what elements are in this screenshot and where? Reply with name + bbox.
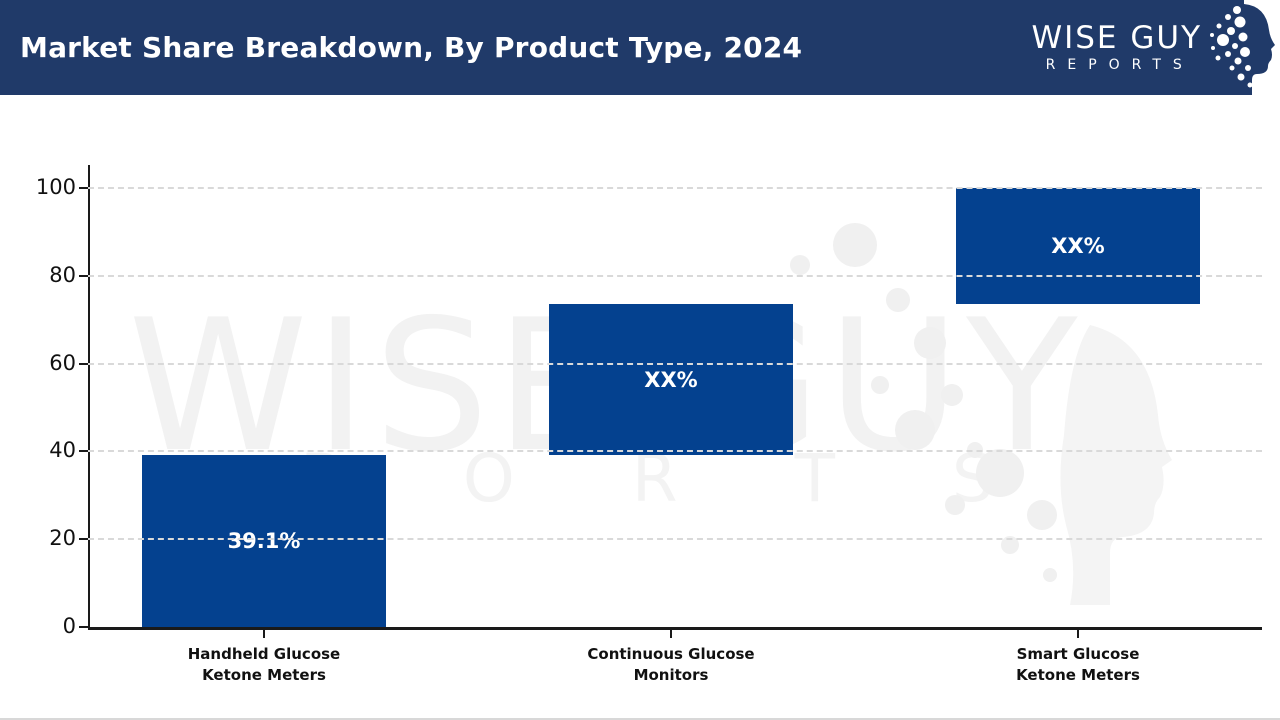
logo-face-icon	[1210, 0, 1280, 95]
category-label-2: Continuous Glucose Monitors	[587, 645, 755, 684]
xtick-mark-1	[263, 630, 265, 638]
ytick-mark-0	[79, 626, 88, 628]
logo-wordmark-line1: WISE GUY	[1031, 20, 1202, 56]
ytick-mark-20	[79, 538, 88, 541]
category-label-3: Smart Glucose Ketone Meters	[1016, 645, 1140, 684]
gridline-40	[88, 450, 1262, 453]
ytick-label-40: 40	[49, 438, 76, 463]
ytick-label-20: 20	[49, 526, 76, 551]
bar-segment-3: XX%	[956, 188, 1200, 305]
y-axis-line	[88, 165, 90, 629]
header-bar: Market Share Breakdown, By Product Type,…	[0, 0, 1280, 95]
bar-value-label: 39.1%	[227, 529, 301, 554]
logo-wordmark-line2: REPORTS	[1045, 57, 1194, 73]
ytick-mark-80	[79, 274, 88, 277]
xtick-mark-3	[1077, 630, 1079, 638]
bar-value-label: XX%	[1051, 234, 1105, 259]
ytick-label-0: 0	[62, 614, 76, 638]
logo-wordmark: WISE GUY REPORTS	[1031, 22, 1202, 73]
gridline-60	[88, 362, 1262, 365]
gridline-80	[88, 274, 1262, 277]
page-title: Market Share Breakdown, By Product Type,…	[20, 31, 803, 64]
ytick-mark-100	[79, 187, 88, 189]
bar-value-label: XX%	[644, 367, 698, 392]
watermark-dots	[790, 223, 1172, 605]
bar-segment-2: XX%	[549, 304, 793, 456]
x-axis-line	[88, 627, 1262, 630]
xtick-mark-2	[670, 630, 672, 638]
wise-guy-logo: WISE GUY REPORTS	[1031, 0, 1280, 95]
ytick-label-60: 60	[49, 350, 76, 375]
ytick-label-80: 80	[49, 262, 76, 287]
chart-area: WISE GUY R O R T S 0 20 40 60 80 100 39.1% Hand…	[0, 95, 1280, 720]
ytick-label-100: 100	[35, 175, 76, 199]
ytick-mark-40	[79, 450, 88, 453]
gridline-20	[88, 538, 1262, 541]
category-label-1: Handheld Glucose Ketone Meters	[187, 645, 341, 684]
ytick-mark-60	[79, 362, 88, 365]
gridline-100	[88, 187, 1262, 189]
bar-segment-1: 39.1%	[142, 455, 386, 627]
